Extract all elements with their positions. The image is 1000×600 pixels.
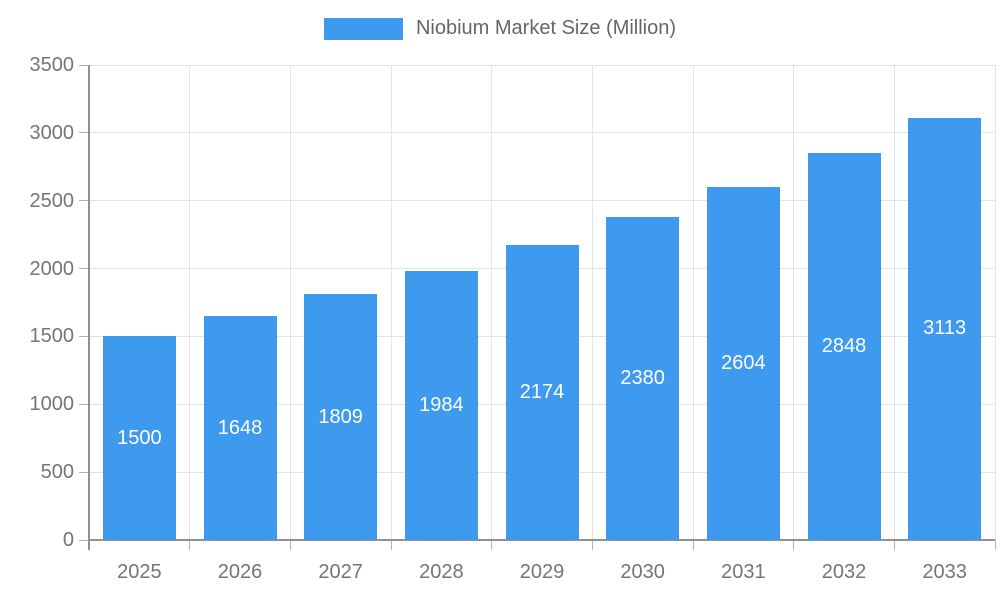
x-gridline bbox=[591, 65, 593, 540]
y-axis-line bbox=[88, 65, 90, 550]
bar: 1984 bbox=[404, 270, 478, 540]
y-gridline bbox=[89, 132, 995, 134]
x-axis-label: 2025 bbox=[117, 561, 162, 583]
x-tick-mark bbox=[491, 540, 493, 550]
y-tick-mark bbox=[79, 403, 89, 405]
x-axis-line bbox=[89, 539, 995, 541]
y-axis-label: 3500 bbox=[29, 54, 75, 76]
bar-value-label: 1809 bbox=[318, 405, 363, 428]
x-tick-mark bbox=[793, 540, 795, 550]
bar: 1500 bbox=[102, 336, 176, 540]
y-tick-mark bbox=[79, 268, 89, 270]
x-gridline bbox=[189, 65, 191, 540]
y-axis-label: 500 bbox=[40, 461, 74, 484]
bar-value-label: 2604 bbox=[721, 351, 766, 374]
x-gridline bbox=[793, 65, 795, 540]
x-gridline bbox=[994, 65, 996, 540]
x-axis-label: 2032 bbox=[821, 561, 867, 583]
bar: 2848 bbox=[807, 153, 881, 540]
x-tick-mark bbox=[390, 540, 392, 550]
x-tick-mark bbox=[289, 540, 291, 550]
legend-item[interactable]: Niobium Market Size (Million) bbox=[323, 17, 677, 40]
x-gridline bbox=[491, 65, 493, 540]
bar-value-label: 3113 bbox=[923, 317, 967, 340]
x-tick-mark bbox=[893, 540, 895, 550]
y-tick-mark bbox=[79, 64, 89, 66]
bar: 2174 bbox=[505, 244, 579, 540]
legend-label: Niobium Market Size (Million) bbox=[415, 17, 677, 39]
y-axis-label: 1500 bbox=[29, 325, 75, 348]
x-tick-mark bbox=[189, 540, 191, 550]
x-gridline bbox=[893, 65, 895, 540]
x-axis-label: 2030 bbox=[620, 561, 665, 583]
x-tick-mark bbox=[692, 540, 694, 550]
y-tick-mark bbox=[79, 132, 89, 134]
x-axis-label: 2028 bbox=[419, 561, 464, 583]
y-gridline bbox=[89, 200, 995, 202]
x-axis-label: 2026 bbox=[217, 561, 263, 583]
bar-value-label: 1500 bbox=[117, 426, 162, 449]
x-gridline bbox=[289, 65, 291, 540]
bar: 3113 bbox=[908, 117, 982, 540]
y-tick-mark bbox=[79, 539, 89, 541]
y-axis-label: 1000 bbox=[29, 393, 75, 416]
x-axis-label: 2033 bbox=[922, 561, 967, 583]
x-tick-mark bbox=[591, 540, 593, 550]
y-tick-mark bbox=[79, 335, 89, 337]
x-tick-mark bbox=[994, 540, 996, 550]
y-axis-label: 2000 bbox=[29, 257, 75, 280]
y-axis-label: 0 bbox=[62, 529, 74, 551]
bar: 1648 bbox=[203, 316, 277, 540]
bar-value-label: 1648 bbox=[217, 416, 263, 439]
x-axis-label: 2031 bbox=[721, 561, 766, 583]
x-axis-label: 2027 bbox=[318, 561, 363, 583]
y-tick-mark bbox=[79, 200, 89, 202]
x-gridline bbox=[390, 65, 392, 540]
bar-value-label: 2380 bbox=[620, 367, 665, 389]
y-axis-label: 2500 bbox=[29, 189, 75, 212]
bar-value-label: 1984 bbox=[419, 393, 464, 416]
y-tick-mark bbox=[79, 471, 89, 473]
bar-value-label: 2848 bbox=[821, 335, 867, 358]
bar: 1809 bbox=[304, 294, 378, 540]
bar: 2380 bbox=[606, 217, 680, 540]
bar-value-label: 2174 bbox=[519, 380, 565, 403]
legend: Niobium Market Size (Million) bbox=[0, 17, 1000, 40]
bar: 2604 bbox=[706, 186, 780, 540]
legend-swatch-icon bbox=[323, 17, 403, 40]
y-axis-label: 3000 bbox=[29, 121, 75, 144]
x-axis-label: 2029 bbox=[519, 561, 565, 583]
y-gridline bbox=[89, 64, 995, 66]
x-gridline bbox=[692, 65, 694, 540]
